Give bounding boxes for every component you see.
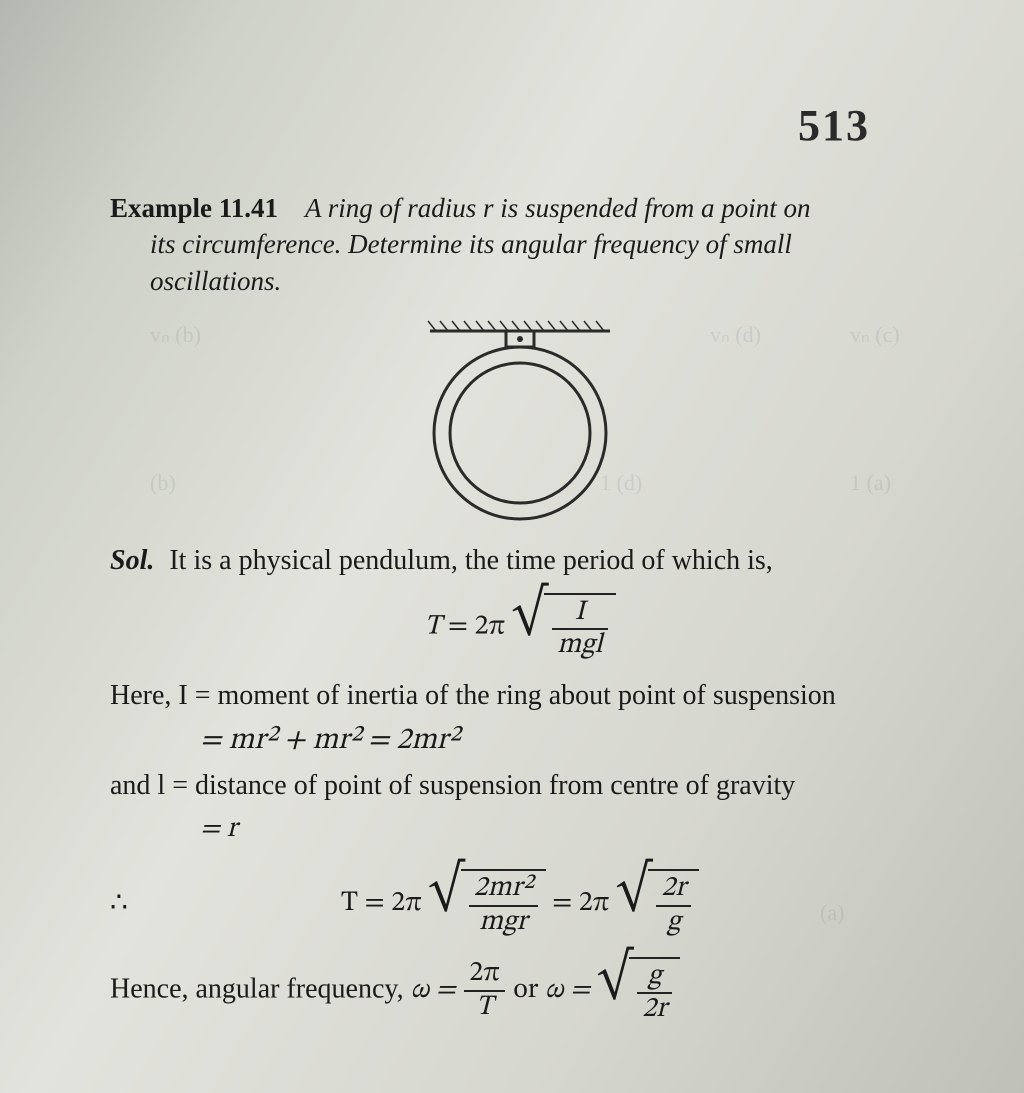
example-label: Example 11.41 <box>110 193 278 223</box>
solution-block: Sol. It is a physical pendulum, the time… <box>110 539 930 1024</box>
worked-example: Example 11.41 A ring of radius r is susp… <box>110 190 930 521</box>
ring-pendulum-diagram <box>410 311 630 521</box>
therefore-row: ∴ T = 2π √2mr²mgr = 2π √2rg <box>110 869 930 937</box>
and-line: and l = distance of point of suspension … <box>110 764 930 807</box>
hence-row: Hence, angular frequency, ω = 2πT or ω =… <box>110 957 930 1025</box>
solution-intro: It is a physical pendulum, the time peri… <box>169 545 772 576</box>
solution-label: Sol. <box>110 545 154 576</box>
example-statement-line-3: oscillations. <box>110 263 930 299</box>
l-equals-r: = r <box>110 808 930 851</box>
moment-of-inertia-equation: = mr² + mr² = 2mr² <box>110 718 930 765</box>
therefore-symbol: ∴ <box>110 881 128 924</box>
textbook-page: 513 Example 11.41 A ring of radius r is … <box>110 100 930 1025</box>
example-statement-line-1: A ring of radius r is suspended from a p… <box>305 193 811 223</box>
page-number: 513 <box>798 100 870 151</box>
time-period-formula: T = 2π √Imgl <box>110 593 930 661</box>
example-statement-line-2: its circumference. Determine its angular… <box>110 226 930 262</box>
here-line: Here, I = moment of inertia of the ring … <box>110 674 930 717</box>
